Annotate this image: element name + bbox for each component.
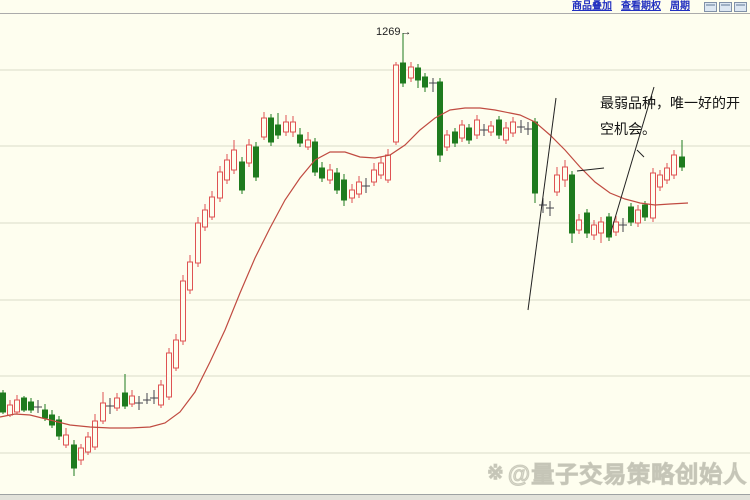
analyst-note-line1: 最弱品种，唯一好的开 [600,95,740,111]
toolbar-link-overlay[interactable]: 商品叠加 [572,0,612,12]
toolbar-link-options[interactable]: 查看期权 [621,0,661,12]
watermark-logo-icon: ※ [487,461,505,484]
window-buttons [704,1,747,12]
watermark: ※ @量子交易策略创始人 [487,455,747,489]
cascade-window-icon[interactable] [734,1,747,12]
bottom-scrollbar-strip [0,494,750,500]
chart-top-border [0,13,750,14]
toolbar: 商品叠加 查看期权 周期 [0,0,750,13]
analyst-note-line2: 空机会。 [600,121,656,137]
split-window-icon[interactable] [719,1,732,12]
high-price-label: 1269→ [376,26,412,38]
tile-window-icon[interactable] [704,1,717,12]
watermark-text: @量子交易策略创始人 [507,461,748,488]
analyst-note: 最弱品种，唯一好的开 空机会。 [600,90,750,142]
toolbar-link-period[interactable]: 周期 [670,0,690,12]
